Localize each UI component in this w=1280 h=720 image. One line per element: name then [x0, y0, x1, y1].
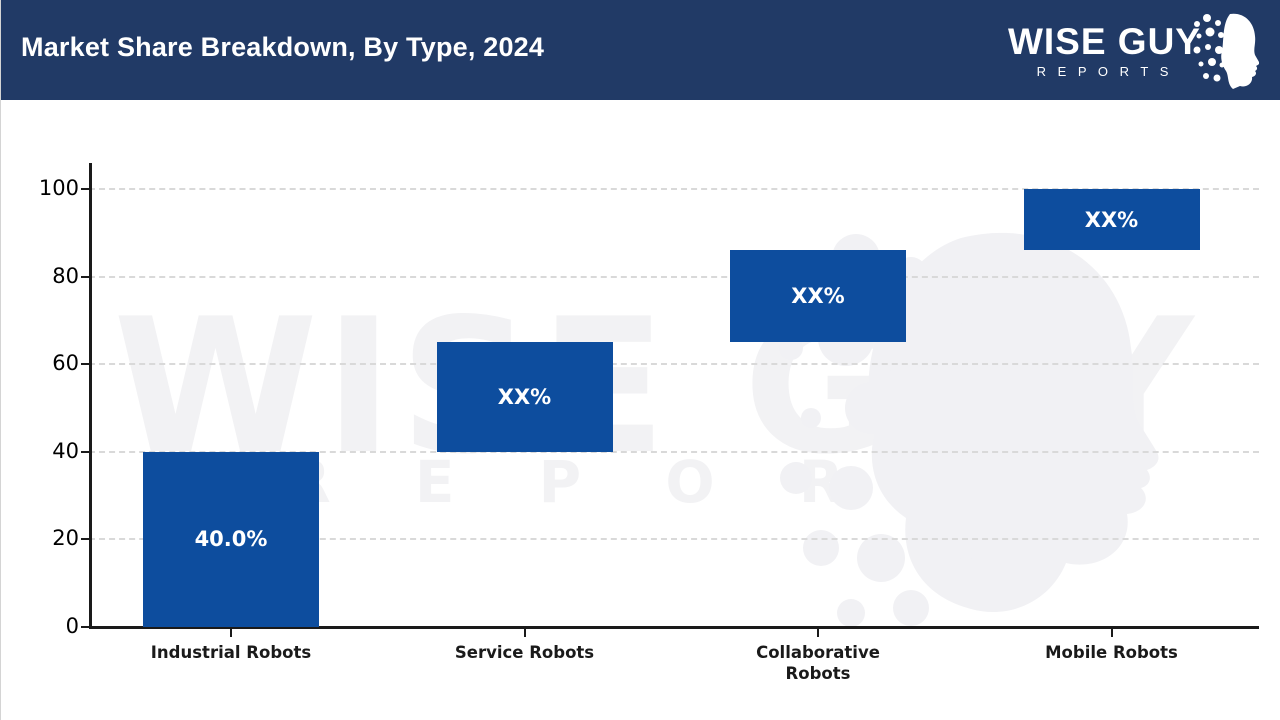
bar-4: XX%: [1023, 189, 1200, 251]
brand-logo: WISE GUY R E P O R T S: [1008, 10, 1263, 90]
brand-name: WISE GUY: [1007, 20, 1201, 62]
category-label-line: Mobile Robots: [1045, 643, 1178, 662]
category-label-line: Collaborative: [756, 643, 880, 662]
category-label-4: Mobile Robots: [992, 643, 1232, 664]
gridline-40: [89, 450, 1259, 453]
y-tick-label-20: 20: [52, 526, 79, 551]
y-tick-80: [81, 275, 89, 278]
y-tick-60: [81, 363, 89, 366]
x-tick-4: [1110, 628, 1113, 637]
category-label-line: Service Robots: [454, 643, 595, 662]
x-tick-2: [523, 628, 526, 637]
x-tick-3: [817, 628, 819, 637]
category-label-2: Service Robots: [405, 643, 645, 664]
category-label-line: Industrial Robots: [150, 643, 312, 662]
bar-2: XX%: [436, 342, 613, 452]
bar-value-label: XX%: [497, 385, 552, 410]
y-tick-40: [81, 450, 89, 453]
gridline-20: [89, 538, 1259, 541]
y-tick-label-40: 40: [52, 438, 79, 463]
y-tick-label-0: 0: [65, 614, 79, 638]
header: Market Share Breakdown, By Type, 2024 WI…: [1, 0, 1280, 100]
y-tick-label-80: 80: [52, 263, 79, 288]
brand-logo-text: WISE GUY R E P O R T S: [1008, 23, 1201, 78]
y-tick-label-60: 60: [52, 351, 79, 376]
gridline-100: [89, 188, 1259, 190]
chart-area: WISE GUY R E P O R T S 0 20 40 60 80 100 40.0%…: [1, 100, 1280, 720]
category-label-line: Robots: [785, 663, 851, 683]
bar-value-label: XX%: [791, 284, 845, 309]
y-tick-0: [81, 626, 89, 628]
plot-area: 0 20 40 60 80 100 40.0% Industrial Robots XX% Ser…: [1, 100, 1280, 720]
y-axis-spine: [89, 163, 92, 629]
category-label-3: Collaborative Robots: [698, 643, 938, 684]
y-tick-20: [81, 538, 89, 541]
brand-face-icon: [1193, 13, 1259, 89]
x-tick-1: [230, 628, 232, 637]
brand-subtitle: R E P O R T S: [1036, 63, 1173, 79]
gridline-60: [89, 363, 1259, 366]
y-tick-label-100: 100: [38, 176, 79, 200]
bar-3: XX%: [730, 250, 906, 343]
bar-value-label: 40.0%: [194, 527, 268, 552]
category-label-1: Industrial Robots: [111, 643, 351, 664]
y-tick-100: [81, 188, 89, 190]
bar-value-label: XX%: [1084, 207, 1139, 232]
chart-title: Market Share Breakdown, By Type, 2024: [21, 31, 545, 62]
gridline-80: [89, 275, 1259, 278]
bar-1: 40.0%: [143, 451, 319, 627]
x-axis-spine: [89, 625, 1259, 629]
